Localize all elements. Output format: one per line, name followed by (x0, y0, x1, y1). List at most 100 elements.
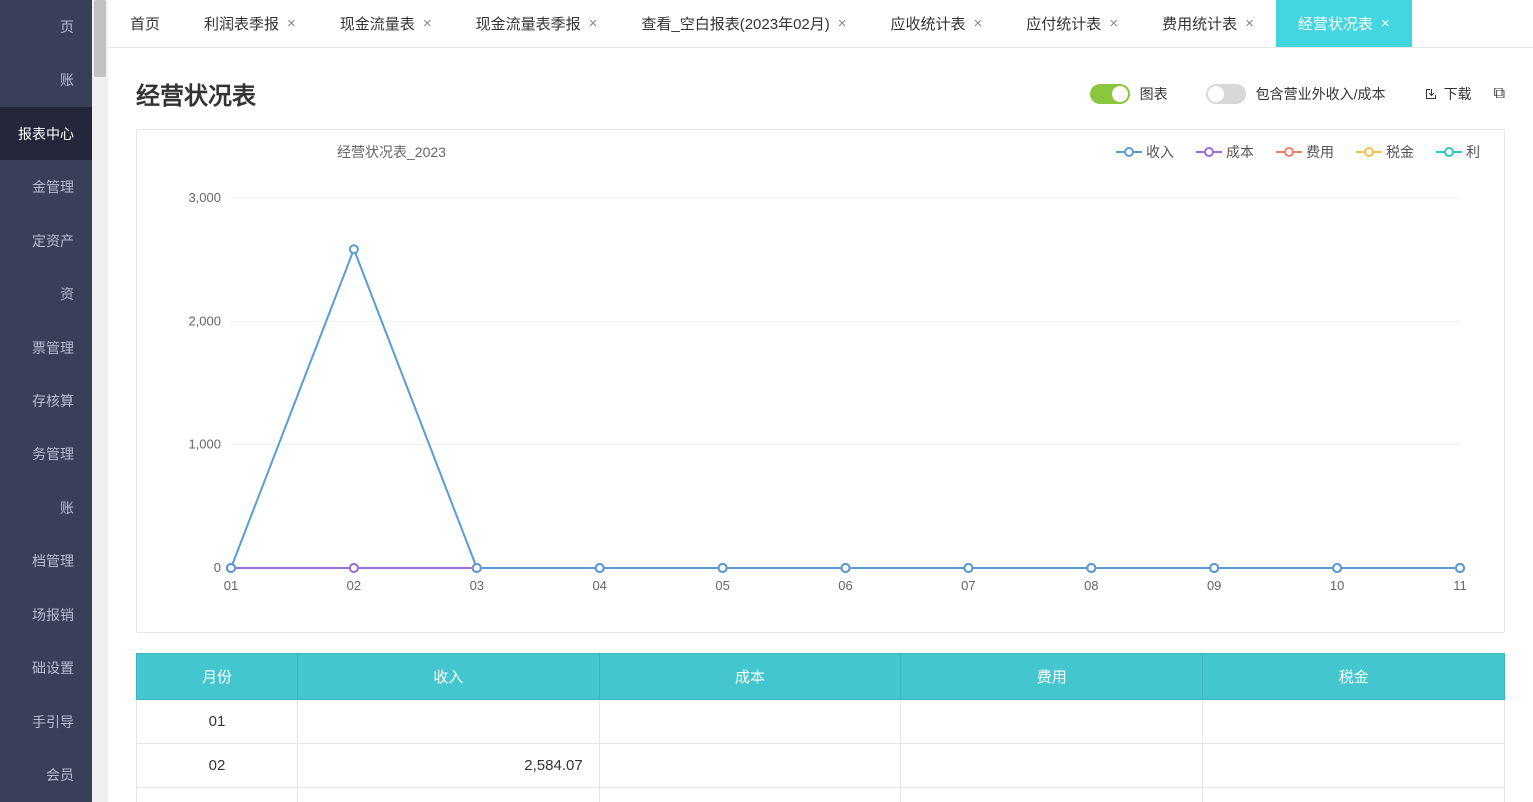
legend-item-1[interactable]: 成本 (1196, 142, 1254, 162)
legend-item-3[interactable]: 税金 (1356, 142, 1414, 162)
close-icon[interactable]: × (1381, 15, 1390, 32)
tab-6[interactable]: 应付统计表× (1004, 0, 1140, 47)
sidebar-scrollbar[interactable] (92, 0, 108, 802)
col-header-4: 税金 (1203, 654, 1505, 700)
cell (599, 700, 901, 744)
cell (297, 700, 599, 744)
scrollbar-thumb[interactable] (94, 0, 106, 77)
tab-label: 首页 (130, 13, 160, 34)
sidebar-item-14[interactable]: 会员 (0, 749, 92, 802)
legend-label: 税金 (1386, 142, 1414, 162)
tab-label: 利润表季报 (204, 13, 279, 34)
line-chart: 01,0002,0003,0000102030405060708091011 (161, 178, 1480, 608)
tab-0[interactable]: 首页 (108, 0, 182, 47)
tab-1[interactable]: 利润表季报 × (182, 0, 318, 47)
sidebar-item-7[interactable]: 存核算 (0, 374, 92, 427)
svg-text:03: 03 (470, 578, 484, 593)
cell: 2,584.07 (297, 744, 599, 788)
toggle-chart[interactable] (1090, 84, 1130, 104)
table-row: 03 (137, 788, 1505, 802)
svg-text:08: 08 (1084, 578, 1098, 593)
sidebar-item-9[interactable]: 账 (0, 481, 92, 534)
tab-label: 查看_空白报表(2023年02月) (641, 13, 829, 34)
svg-text:11: 11 (1453, 578, 1467, 593)
close-icon[interactable]: × (287, 15, 296, 32)
data-table: 月份收入成本费用税金 01022,584.0703 (136, 653, 1505, 802)
tab-2[interactable]: 现金流量表 × (318, 0, 454, 47)
col-header-2: 成本 (599, 654, 901, 700)
toggle-extra[interactable] (1206, 84, 1246, 104)
tab-label: 经营状况表 (1298, 13, 1373, 34)
legend-label: 收入 (1146, 142, 1174, 162)
legend-label: 费用 (1306, 142, 1334, 162)
col-header-0: 月份 (137, 654, 298, 700)
tab-3[interactable]: 现金流量表季报× (454, 0, 620, 47)
svg-text:0: 0 (214, 560, 221, 575)
svg-text:05: 05 (715, 578, 729, 593)
cell (901, 744, 1203, 788)
sidebar: 页账报表中心金管理定资产资票管理存核算务管理账档管理场报销础设置手引导会员 (0, 0, 92, 802)
legend-item-0[interactable]: 收入 (1116, 142, 1174, 162)
sidebar-item-5[interactable]: 资 (0, 267, 92, 320)
svg-text:2,000: 2,000 (188, 313, 221, 328)
cell: 02 (137, 744, 298, 788)
tab-bar: 首页利润表季报×现金流量表×现金流量表季报×查看_空白报表(2023年02月)×… (108, 0, 1533, 48)
close-icon[interactable]: × (838, 15, 847, 32)
sidebar-item-12[interactable]: 础设置 (0, 642, 92, 695)
cell: 03 (137, 788, 298, 802)
cell (599, 788, 901, 802)
sidebar-item-13[interactable]: 手引导 (0, 695, 92, 748)
svg-text:06: 06 (838, 578, 852, 593)
tab-4[interactable]: 查看_空白报表(2023年02月) × (619, 0, 868, 47)
sidebar-item-1[interactable]: 账 (0, 53, 92, 106)
sidebar-item-8[interactable]: 务管理 (0, 428, 92, 481)
cell (901, 788, 1203, 802)
sidebar-item-0[interactable]: 页 (0, 0, 92, 53)
sidebar-item-10[interactable]: 档管理 (0, 535, 92, 588)
download-button[interactable]: 下载 (1424, 84, 1472, 104)
sidebar-item-3[interactable]: 金管理 (0, 160, 92, 213)
legend-item-4[interactable]: 利 (1436, 142, 1480, 162)
download-label: 下载 (1444, 84, 1472, 104)
svg-text:3,000: 3,000 (188, 190, 221, 205)
legend-label: 利 (1466, 142, 1480, 162)
close-icon[interactable]: × (974, 15, 983, 32)
legend-swatch-icon (1356, 146, 1382, 158)
sidebar-item-2[interactable]: 报表中心 (0, 107, 92, 160)
legend-swatch-icon (1116, 146, 1142, 158)
legend-item-2[interactable]: 费用 (1276, 142, 1334, 162)
sidebar-item-6[interactable]: 票管理 (0, 321, 92, 374)
close-icon[interactable]: × (1245, 15, 1254, 32)
close-icon[interactable]: × (1109, 15, 1118, 32)
toggle-chart-label: 图表 (1140, 84, 1168, 104)
cell: 01 (137, 700, 298, 744)
svg-text:10: 10 (1330, 578, 1344, 593)
table-row: 01 (137, 700, 1505, 744)
legend-label: 成本 (1226, 142, 1254, 162)
close-icon[interactable]: × (589, 15, 598, 32)
more-icon[interactable]: ⧉ (1494, 85, 1505, 103)
main-area: 首页利润表季报×现金流量表×现金流量表季报×查看_空白报表(2023年02月)×… (108, 0, 1533, 802)
cell (599, 744, 901, 788)
tab-8[interactable]: 经营状况表 × (1276, 0, 1412, 47)
cell (901, 700, 1203, 744)
table-row: 022,584.07 (137, 744, 1505, 788)
toggle-extra-label: 包含营业外收入/成本 (1256, 84, 1386, 104)
col-header-3: 费用 (901, 654, 1203, 700)
tab-label: 现金流量表 (340, 13, 415, 34)
close-icon[interactable]: × (423, 15, 432, 32)
sidebar-item-11[interactable]: 场报销 (0, 588, 92, 641)
tab-5[interactable]: 应收统计表 × (869, 0, 1005, 47)
svg-text:07: 07 (961, 578, 975, 593)
legend-swatch-icon (1436, 146, 1462, 158)
tab-label: 费用统计表 (1162, 13, 1237, 34)
chart-legend: 收入 成本 费用 税金 利 (1116, 142, 1480, 162)
page-title: 经营状况表 (136, 76, 256, 111)
cell (1203, 744, 1505, 788)
cell (1203, 788, 1505, 802)
tab-label: 应收统计表 (891, 13, 966, 34)
tab-7[interactable]: 费用统计表 × (1140, 0, 1276, 47)
sidebar-item-4[interactable]: 定资产 (0, 214, 92, 267)
svg-text:04: 04 (592, 578, 606, 593)
legend-swatch-icon (1196, 146, 1222, 158)
